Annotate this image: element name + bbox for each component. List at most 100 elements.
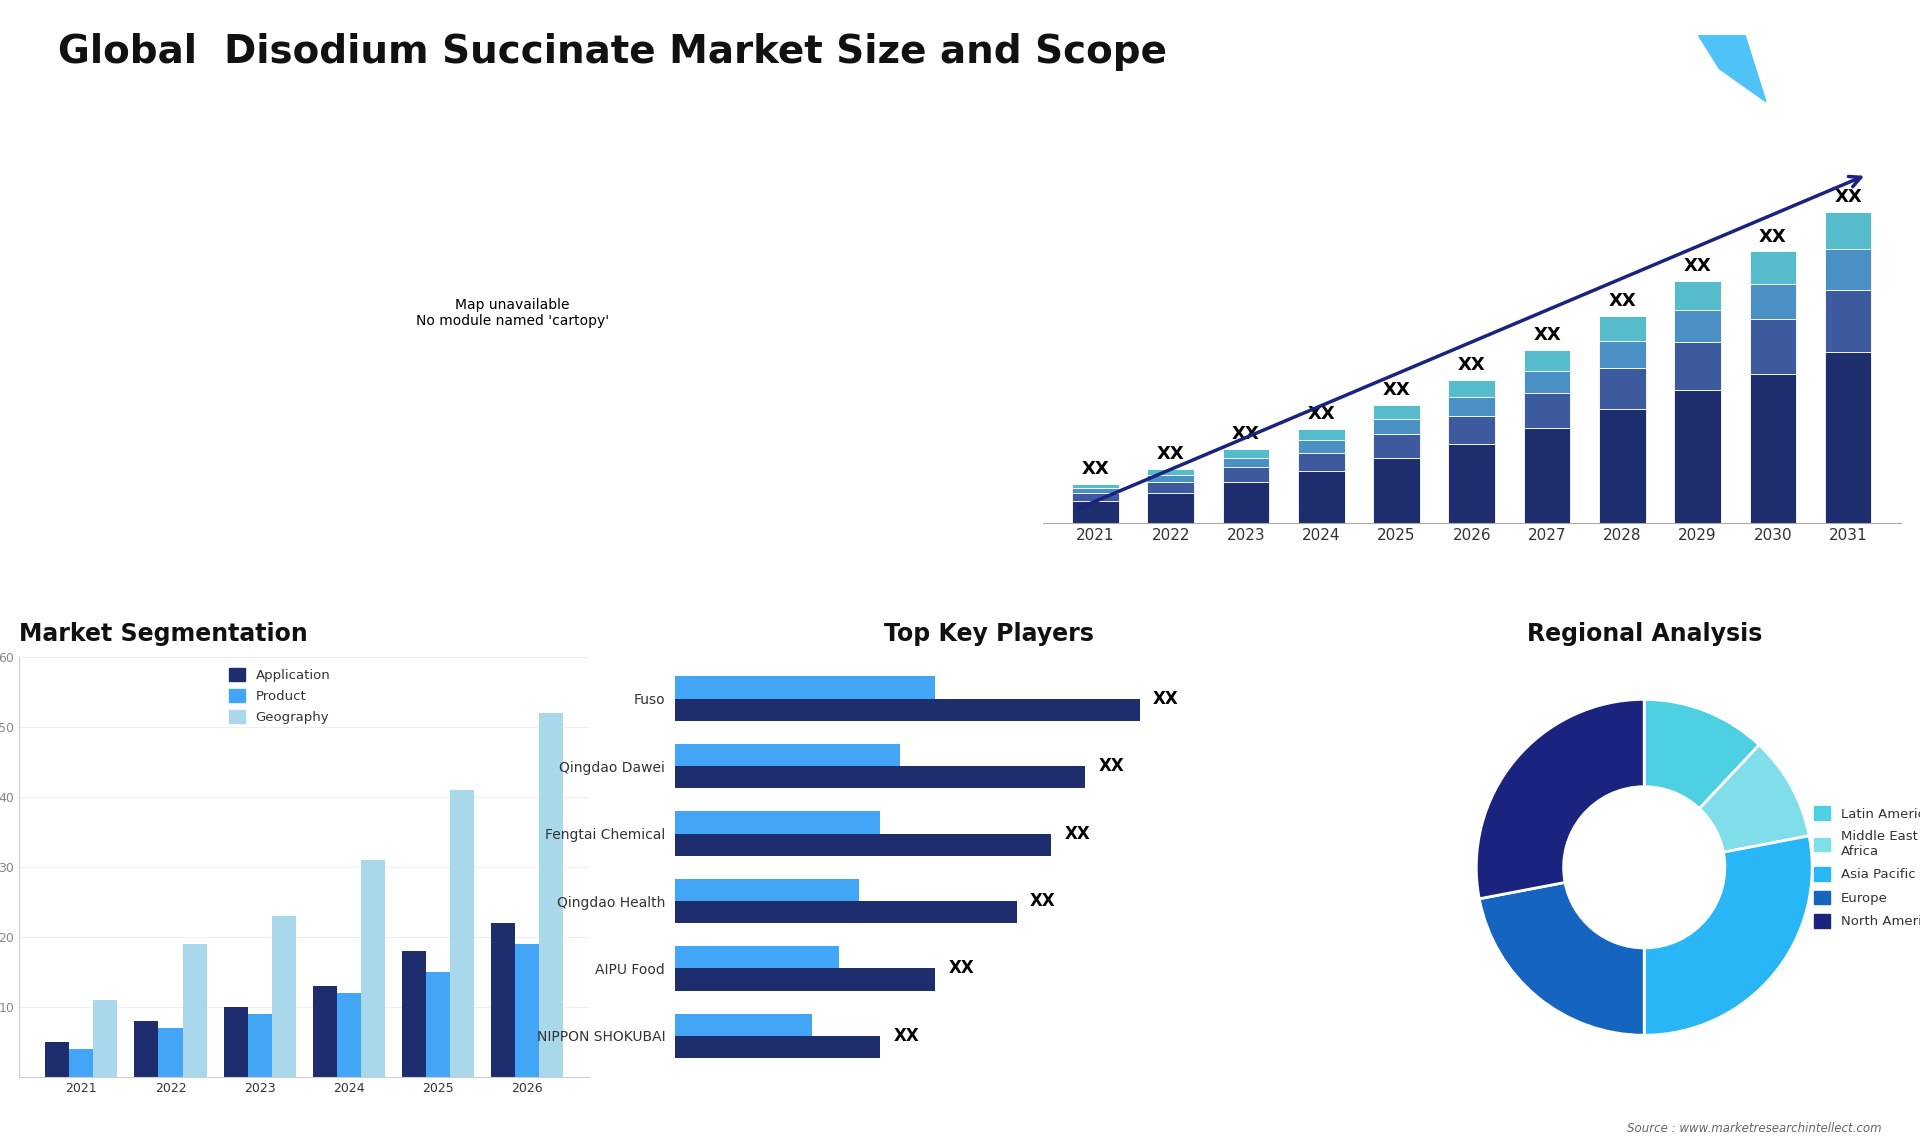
Bar — [1071, 501, 1119, 523]
Bar — [1674, 342, 1720, 390]
Text: INTELLECT: INTELLECT — [1784, 88, 1851, 99]
Bar — [1148, 493, 1194, 523]
Bar — [676, 1014, 812, 1036]
Polygon shape — [1657, 36, 1745, 102]
Bar — [1298, 430, 1344, 440]
Bar — [1524, 371, 1571, 393]
Bar — [1298, 453, 1344, 471]
Bar — [426, 972, 449, 1077]
Bar — [1448, 445, 1496, 523]
Bar — [1448, 397, 1496, 416]
Bar — [540, 713, 563, 1077]
Bar — [401, 951, 426, 1077]
Bar — [676, 968, 935, 990]
Wedge shape — [1478, 882, 1644, 1035]
Text: XX: XX — [1158, 445, 1185, 463]
Bar — [361, 861, 386, 1077]
Text: XX: XX — [1308, 406, 1334, 423]
Bar — [515, 944, 540, 1077]
Bar — [1148, 482, 1194, 493]
Bar — [1298, 440, 1344, 453]
Bar — [492, 924, 515, 1077]
Bar — [1599, 315, 1645, 340]
Bar — [676, 1036, 879, 1058]
Bar — [1071, 488, 1119, 494]
Bar — [1223, 482, 1269, 523]
Bar — [1824, 250, 1872, 290]
Bar — [676, 811, 879, 833]
Bar — [69, 1050, 94, 1077]
Text: Market Segmentation: Market Segmentation — [19, 621, 307, 645]
Text: XX: XX — [948, 959, 973, 978]
Text: XX: XX — [1759, 228, 1788, 245]
Text: XX: XX — [893, 1027, 920, 1045]
Text: XX: XX — [1609, 292, 1636, 309]
Bar — [1373, 418, 1421, 434]
Polygon shape — [1699, 36, 1766, 102]
Bar — [1373, 405, 1421, 418]
Bar — [1599, 409, 1645, 523]
Bar — [1373, 458, 1421, 523]
Bar — [1148, 469, 1194, 476]
Wedge shape — [1644, 835, 1812, 1035]
Bar — [1749, 320, 1797, 374]
Bar — [676, 699, 1139, 721]
Bar — [1674, 390, 1720, 523]
Bar — [1524, 393, 1571, 427]
Bar — [44, 1042, 69, 1077]
Wedge shape — [1699, 745, 1809, 853]
Text: Global  Disodium Succinate Market Size and Scope: Global Disodium Succinate Market Size an… — [58, 32, 1167, 71]
Bar — [1071, 494, 1119, 501]
Bar — [159, 1028, 182, 1077]
Bar — [1223, 468, 1269, 482]
Bar — [1148, 476, 1194, 482]
Bar — [1524, 351, 1571, 371]
Bar — [1674, 311, 1720, 342]
Text: Map unavailable
No module named 'cartopy': Map unavailable No module named 'cartopy… — [417, 298, 609, 328]
Bar — [273, 917, 296, 1077]
Text: MARKET: MARKET — [1784, 55, 1836, 65]
Bar — [676, 901, 1016, 924]
Text: XX: XX — [1154, 690, 1179, 708]
Bar — [1674, 281, 1720, 311]
Bar — [1223, 449, 1269, 458]
Bar — [449, 791, 474, 1077]
Bar — [1824, 212, 1872, 250]
Text: XX: XX — [1233, 425, 1260, 444]
Bar — [676, 767, 1085, 788]
Text: XX: XX — [1684, 257, 1711, 275]
Bar — [1298, 471, 1344, 523]
Text: XX: XX — [1064, 825, 1091, 842]
Title: Regional Analysis: Regional Analysis — [1526, 621, 1763, 645]
Bar — [248, 1014, 273, 1077]
Bar — [1448, 416, 1496, 445]
Bar — [1749, 284, 1797, 320]
Bar — [1223, 458, 1269, 468]
Bar — [1599, 340, 1645, 368]
Bar — [1824, 290, 1872, 352]
Bar — [1448, 379, 1496, 397]
Legend: Latin America, Middle East &
Africa, Asia Pacific, Europe, North America: Latin America, Middle East & Africa, Asi… — [1811, 802, 1920, 932]
Bar — [1373, 434, 1421, 458]
Bar — [1599, 368, 1645, 409]
Title: Top Key Players: Top Key Players — [883, 621, 1094, 645]
Bar — [1524, 427, 1571, 523]
Legend: Application, Product, Geography: Application, Product, Geography — [225, 664, 334, 728]
Bar — [1749, 251, 1797, 284]
Bar — [94, 1000, 117, 1077]
Bar — [676, 947, 839, 968]
Bar — [1071, 484, 1119, 488]
Bar — [313, 987, 336, 1077]
Bar — [676, 833, 1050, 856]
Text: Source : www.marketresearchintellect.com: Source : www.marketresearchintellect.com — [1626, 1122, 1882, 1135]
Text: XX: XX — [1382, 380, 1411, 399]
Text: XX: XX — [1081, 460, 1110, 478]
Text: RESEARCH: RESEARCH — [1784, 72, 1851, 83]
Bar — [134, 1021, 159, 1077]
Bar — [676, 676, 935, 699]
Text: XX: XX — [1834, 188, 1862, 206]
Text: XX: XX — [1534, 327, 1561, 344]
Bar — [182, 944, 207, 1077]
Bar — [1749, 374, 1797, 523]
Bar — [676, 744, 900, 767]
